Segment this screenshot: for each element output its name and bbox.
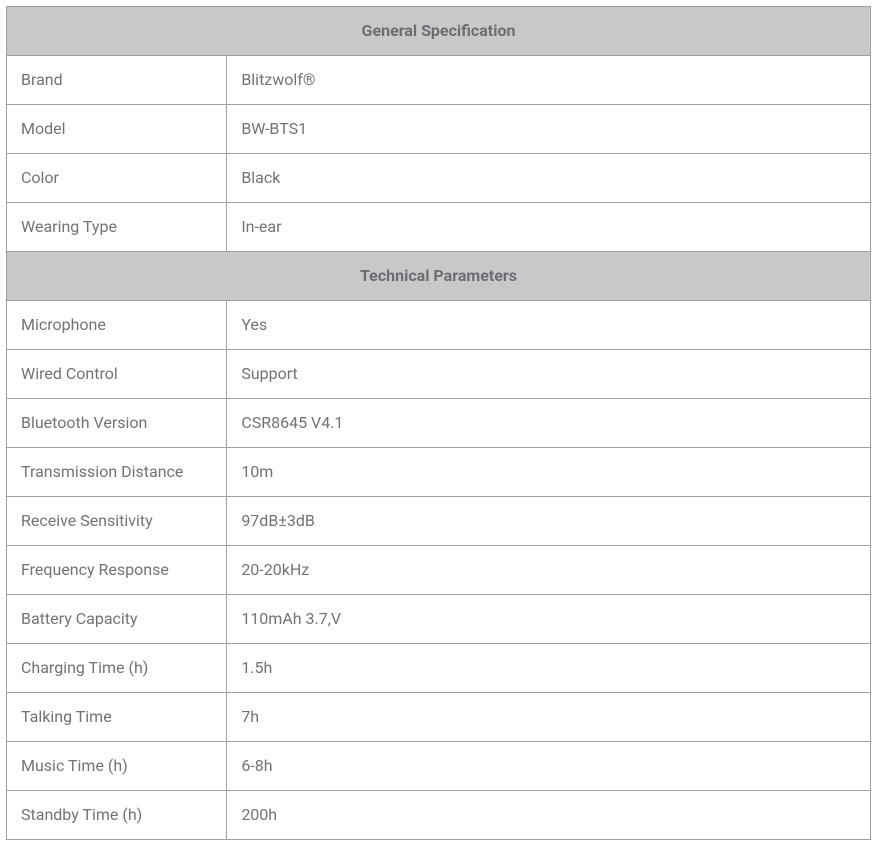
section-header-row: General Specification	[7, 7, 871, 56]
table-row: Bluetooth Version CSR8645 V4.1	[7, 399, 871, 448]
table-row: Standby Time (h) 200h	[7, 791, 871, 840]
table-row: Transmission Distance 10m	[7, 448, 871, 497]
spec-value: 1.5h	[227, 644, 871, 693]
table-row: Receive Sensitivity 97dB±3dB	[7, 497, 871, 546]
spec-value: Yes	[227, 301, 871, 350]
spec-value: BW-BTS1	[227, 105, 871, 154]
spec-label: Standby Time (h)	[7, 791, 227, 840]
spec-value: Support	[227, 350, 871, 399]
spec-value: 200h	[227, 791, 871, 840]
spec-label: Talking Time	[7, 693, 227, 742]
spec-label: Microphone	[7, 301, 227, 350]
spec-value: 97dB±3dB	[227, 497, 871, 546]
table-row: Talking Time 7h	[7, 693, 871, 742]
table-row: Model BW-BTS1	[7, 105, 871, 154]
spec-value: 20-20kHz	[227, 546, 871, 595]
table-row: Brand Blitzwolf®	[7, 56, 871, 105]
spec-value: Black	[227, 154, 871, 203]
table-row: Music Time (h) 6-8h	[7, 742, 871, 791]
spec-label: Wearing Type	[7, 203, 227, 252]
table-row: Frequency Response 20-20kHz	[7, 546, 871, 595]
spec-value: 10m	[227, 448, 871, 497]
table-row: Wired Control Support	[7, 350, 871, 399]
spec-table-body: General Specification Brand Blitzwolf® M…	[7, 7, 871, 840]
section-title: General Specification	[7, 7, 871, 56]
section-title: Technical Parameters	[7, 252, 871, 301]
spec-value: CSR8645 V4.1	[227, 399, 871, 448]
spec-label: Charging Time (h)	[7, 644, 227, 693]
table-row: Wearing Type In-ear	[7, 203, 871, 252]
section-header-row: Technical Parameters	[7, 252, 871, 301]
spec-label: Transmission Distance	[7, 448, 227, 497]
table-row: Charging Time (h) 1.5h	[7, 644, 871, 693]
spec-label: Color	[7, 154, 227, 203]
spec-label: Music Time (h)	[7, 742, 227, 791]
spec-label: Receive Sensitivity	[7, 497, 227, 546]
spec-label: Bluetooth Version	[7, 399, 227, 448]
spec-label: Wired Control	[7, 350, 227, 399]
spec-label: Frequency Response	[7, 546, 227, 595]
spec-label: Model	[7, 105, 227, 154]
spec-table: General Specification Brand Blitzwolf® M…	[6, 6, 871, 840]
table-row: Battery Capacity 110mAh 3.7,V	[7, 595, 871, 644]
spec-value: 110mAh 3.7,V	[227, 595, 871, 644]
spec-label: Brand	[7, 56, 227, 105]
spec-value: Blitzwolf®	[227, 56, 871, 105]
table-row: Microphone Yes	[7, 301, 871, 350]
spec-label: Battery Capacity	[7, 595, 227, 644]
spec-value: 6-8h	[227, 742, 871, 791]
table-row: Color Black	[7, 154, 871, 203]
spec-value: 7h	[227, 693, 871, 742]
spec-value: In-ear	[227, 203, 871, 252]
